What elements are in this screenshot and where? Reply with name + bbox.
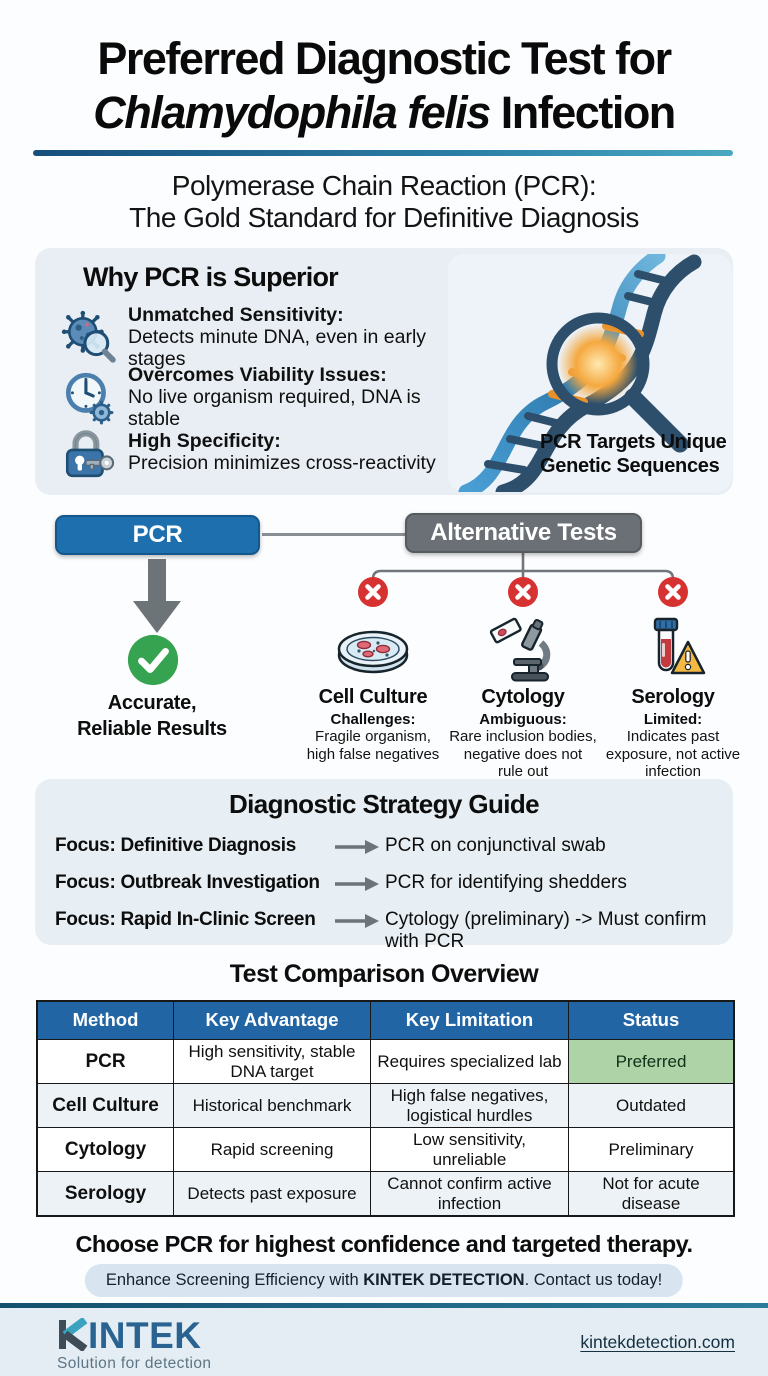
alt-test-tag: Challenges: [330, 711, 416, 728]
alternative-tests-node: Alternative Tests [405, 513, 642, 553]
dna-caption: PCR Targets Unique Genetic Sequences [540, 431, 727, 478]
alt-test-name: Cytology [481, 686, 565, 708]
check-circle-icon [126, 633, 180, 692]
strategy-row: Focus: Rapid In-Clinic Screen Cytology (… [55, 908, 715, 952]
strategy-guide-section: Diagnostic Strategy Guide Focus: Definit… [35, 779, 733, 952]
column-header: Method [38, 1002, 173, 1039]
table-cell-limitation: Low sensitivity, unreliable [370, 1127, 568, 1171]
footer-divider [0, 1303, 768, 1308]
brand-name: KINTEK DETECTION [363, 1271, 525, 1289]
lock-key-icon [60, 424, 116, 480]
x-circle-icon [507, 576, 539, 608]
title-line2: Chlamydophila felis Infection [93, 87, 676, 138]
alt-test-cell-culture: Cell Culture Challenges: Fragile organis… [281, 613, 465, 763]
why-item-desc: Precision minimizes cross-reactivity [128, 452, 436, 474]
table-cell-status: Preliminary [568, 1127, 733, 1171]
why-item-specificity: High Specificity: Precision minimizes cr… [60, 424, 450, 480]
subtitle: Polymerase Chain Reaction (PCR): The Gol… [0, 170, 768, 235]
why-item-title: Overcomes Viability Issues: [128, 364, 387, 386]
right-arrow-icon [333, 839, 381, 860]
alt-test-tag: Limited: [643, 711, 703, 728]
comparison-heading: Test Comparison Overview [229, 960, 539, 988]
why-item-desc: No live organism required, DNA is stable [128, 386, 421, 431]
table-cell-advantage: Historical benchmark [173, 1083, 370, 1127]
why-pcr-heading: Why PCR is Superior [83, 262, 339, 292]
comparison-table: Method Key Advantage Key Limitation Stat… [36, 1000, 735, 1217]
table-cell-advantage: Detects past exposure [173, 1171, 370, 1215]
kintek-k-icon [59, 1318, 88, 1351]
table-cell-method: Serology [38, 1171, 173, 1215]
strategy-row: Focus: Definitive Diagnosis PCR on conju… [55, 834, 715, 860]
footer: INTEK Solution for detection kintekdetec… [0, 1308, 768, 1376]
why-item-text: High Specificity: Precision minimizes cr… [128, 430, 436, 474]
strategy-heading: Diagnostic Strategy Guide [228, 789, 540, 819]
table-cell-limitation: Requires specialized lab [370, 1039, 568, 1083]
pcr-node: PCR [55, 515, 260, 555]
strategy-focus: Focus: Outbreak Investigation [55, 872, 320, 893]
table-cell-method: Cytology [38, 1127, 173, 1171]
x-circle-icon [657, 576, 689, 608]
website-link[interactable]: kintekdetection.com [580, 1332, 735, 1352]
contact-pill: Enhance Screening Efficiency with KINTEK… [84, 1264, 684, 1297]
clock-icon [60, 369, 116, 425]
pcr-result-label: Accurate, Reliable Results [77, 692, 227, 740]
down-arrow-icon [129, 559, 185, 640]
logo-text: INTEK [88, 1314, 202, 1356]
subtitle-line2: The Gold Standard for Definitive Diagnos… [129, 202, 639, 234]
right-arrow-icon [333, 913, 381, 934]
why-item-text: Overcomes Viability Issues: No live orga… [128, 364, 450, 430]
why-item-text: Unmatched Sensitivity: Detects minute DN… [128, 304, 450, 370]
table-cell-advantage: Rapid screening [173, 1127, 370, 1171]
table-cell-method: Cell Culture [38, 1083, 173, 1127]
alt-test-tag: Ambiguous: [479, 711, 567, 728]
title-line1: Preferred Diagnostic Test for [97, 33, 672, 84]
strategy-focus: Focus: Definitive Diagnosis [55, 835, 297, 856]
column-header: Status [568, 1002, 733, 1039]
dna-illustration-panel: PCR Targets Unique Genetic Sequences [448, 248, 732, 500]
table-cell-status: Preferred [568, 1039, 733, 1083]
table-cell-limitation: Cannot confirm active infection [370, 1171, 568, 1215]
subtitle-line1: Polymerase Chain Reaction (PCR): [171, 170, 597, 201]
page-title: Preferred Diagnostic Test for Chlamydoph… [0, 32, 768, 140]
table-cell-advantage: High sensitivity, stable DNA target [173, 1039, 370, 1083]
species-name: Chlamydophila felis [93, 87, 491, 138]
table-cell-status: Not for acute disease [568, 1171, 733, 1215]
alt-test-cytology: Cytology Ambiguous: Rare inclusion bodie… [431, 613, 615, 781]
why-item-viability: Overcomes Viability Issues: No live orga… [60, 364, 450, 430]
column-header: Key Limitation [370, 1002, 568, 1039]
strategy-focus: Focus: Rapid In-Clinic Screen [55, 909, 316, 930]
serology-tube-icon [581, 613, 765, 683]
strategy-action: PCR for identifying shedders [385, 872, 627, 893]
cta-text: Choose PCR for highest confidence and ta… [75, 1231, 693, 1257]
why-item-sensitivity: Unmatched Sensitivity: Detects minute DN… [60, 304, 450, 370]
virus-magnifier-icon [60, 309, 116, 365]
pcr-alt-connector [262, 533, 405, 536]
why-item-desc: Detects minute DNA, even in early stages [128, 326, 427, 371]
right-arrow-icon [333, 876, 381, 897]
microscope-icon [431, 613, 615, 683]
kintek-logo: INTEK [56, 1314, 202, 1356]
table-cell-status: Outdated [568, 1083, 733, 1127]
dna-magnifier-illustration [458, 248, 702, 500]
table-cell-method: PCR [38, 1039, 173, 1083]
column-header: Key Advantage [173, 1002, 370, 1039]
table-cell-limitation: High false negatives, logistical hurdles [370, 1083, 568, 1127]
flowchart-section: PCR Alternative Tests Accurate, Reliable… [0, 495, 768, 780]
x-circle-icon [357, 576, 389, 608]
petri-dish-icon [281, 613, 465, 683]
title-divider [33, 150, 733, 156]
why-pcr-section: Why PCR is Superior [35, 248, 733, 500]
why-item-title: Unmatched Sensitivity: [128, 304, 344, 326]
why-item-title: High Specificity: [128, 429, 281, 452]
strategy-action: Cytology (preliminary) -> Must confirm w… [385, 909, 707, 952]
strategy-action: PCR on conjunctival swab [385, 835, 606, 856]
logo-tagline: Solution for detection [57, 1355, 212, 1372]
strategy-row: Focus: Outbreak Investigation PCR for id… [55, 871, 715, 897]
alt-test-serology: Serology Limited: Indicates past exposur… [581, 613, 765, 781]
alt-test-name: Serology [631, 686, 715, 708]
alt-test-name: Cell Culture [318, 686, 428, 708]
